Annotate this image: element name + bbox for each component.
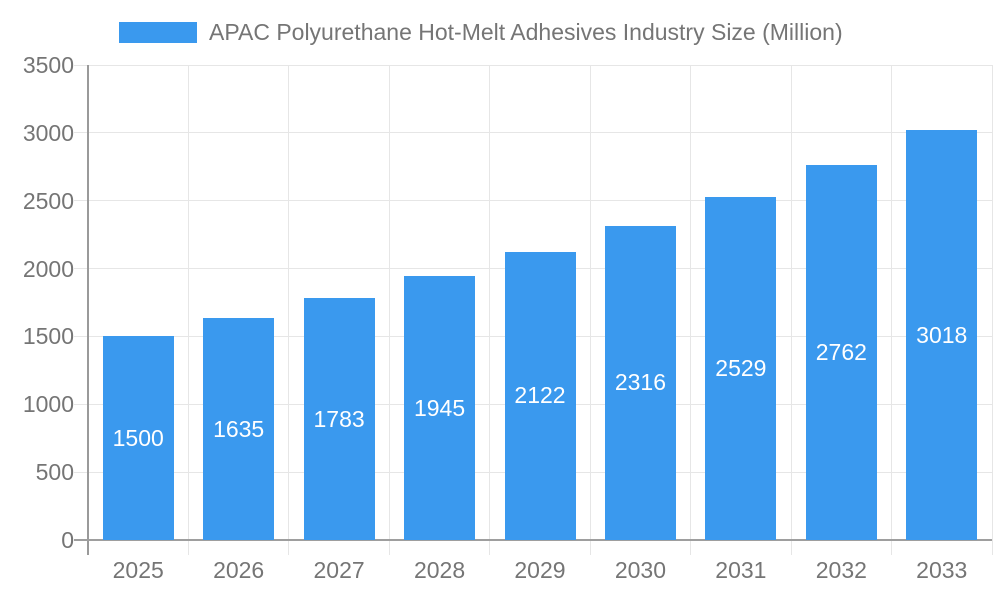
legend-label: APAC Polyurethane Hot-Melt Adhesives Ind…	[209, 18, 843, 45]
legend-swatch	[119, 21, 197, 43]
gridline-h	[74, 200, 992, 202]
gridline-h	[74, 132, 992, 134]
plot-area: 0 500 1000 1500 2000 2500 3000 3500 1500 2025 1635…	[23, 52, 993, 583]
gridline-v	[790, 65, 792, 555]
bar-value-label: 1945	[413, 394, 466, 421]
x-axis-line	[74, 539, 992, 541]
y-axis-line	[87, 65, 89, 555]
bar-value-label: 1635	[213, 415, 265, 442]
bar[interactable]: 2122	[504, 252, 576, 540]
y-tick-label: 3500	[22, 52, 74, 78]
x-tick-label: 2029	[514, 557, 566, 583]
bar[interactable]: 1500	[102, 336, 174, 540]
bar[interactable]: 1635	[203, 318, 275, 540]
bar-value-label: 1783	[313, 405, 365, 432]
bar-value-label: 2122	[514, 382, 566, 409]
bar[interactable]: 2529	[705, 196, 777, 540]
gridline-v	[589, 65, 591, 555]
legend: APAC Polyurethane Hot-Melt Adhesives Ind…	[119, 19, 843, 45]
y-tick-label: 3000	[22, 119, 74, 146]
x-tick-label: 2025	[112, 557, 164, 583]
bar[interactable]: 3018	[906, 130, 978, 540]
x-tick-label: 2031	[715, 557, 767, 583]
gridline-h	[74, 64, 992, 66]
bar-value-label: 1500	[112, 424, 164, 451]
bar-value-label: 2316	[614, 369, 667, 396]
bar-value-label: 2529	[715, 354, 767, 381]
x-tick-label: 2027	[313, 557, 365, 583]
y-tick-label: 2000	[22, 255, 74, 282]
gridline-v	[489, 65, 491, 555]
gridline-v	[288, 65, 290, 555]
bar-value-label: 3018	[916, 321, 968, 348]
x-tick-label: 2028	[413, 557, 466, 583]
x-tick-label: 2026	[213, 557, 265, 583]
y-tick-label: 1000	[22, 391, 74, 418]
x-tick-label: 2033	[916, 557, 968, 583]
gridline-v	[187, 65, 189, 555]
bar[interactable]: 1783	[303, 298, 375, 540]
y-tick-label: 500	[35, 459, 74, 486]
gridline-v	[690, 65, 692, 555]
gridline-v	[991, 65, 993, 555]
bar[interactable]: 1945	[404, 276, 476, 540]
gridline-v	[891, 65, 893, 555]
y-tick-label: 2500	[22, 187, 74, 214]
y-tick-label: 0	[61, 527, 74, 553]
x-tick-label: 2032	[815, 557, 867, 583]
bar-value-label: 2762	[815, 339, 867, 366]
bar[interactable]: 2316	[604, 225, 676, 540]
x-tick-label: 2030	[614, 557, 667, 583]
gridline-v	[388, 65, 390, 555]
y-tick-label: 1500	[22, 323, 74, 350]
bar[interactable]: 2762	[805, 165, 877, 540]
